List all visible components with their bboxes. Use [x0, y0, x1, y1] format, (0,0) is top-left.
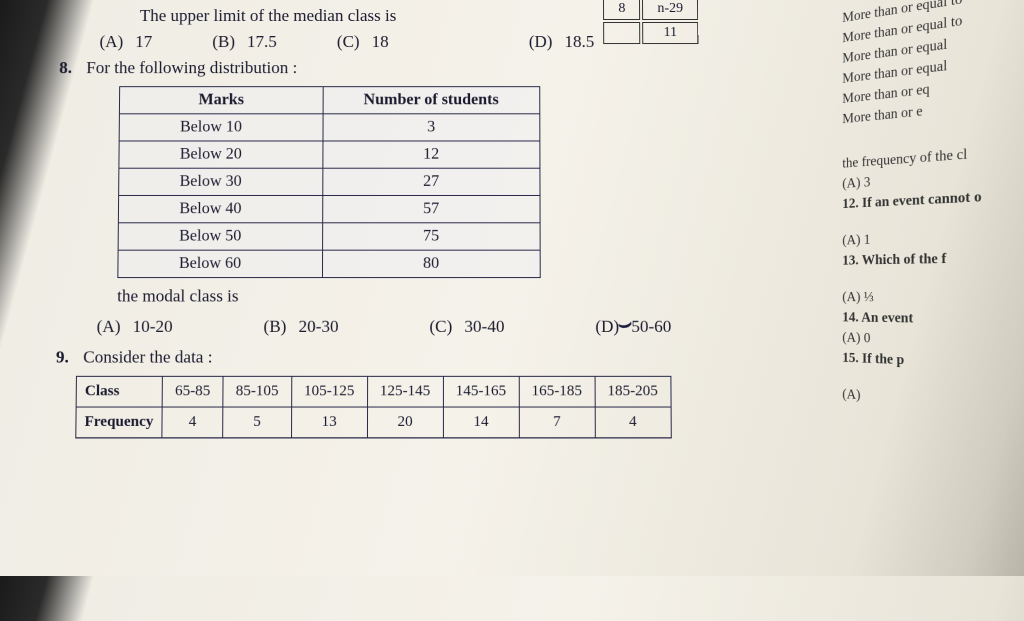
- row-label-class: Class: [76, 376, 162, 407]
- option-a: (A)17: [99, 32, 152, 52]
- option-b: (B)20-30: [263, 317, 338, 337]
- cell: 165-185: [519, 376, 595, 407]
- option-b: (B)17.5: [212, 32, 277, 52]
- cell: 27: [323, 168, 540, 195]
- q9-number: 9.: [56, 347, 69, 366]
- frequency-table: Class 65-85 85-105 105-125 125-145 145-1…: [75, 376, 671, 438]
- q8-line: 8. For the following distribution :: [59, 58, 841, 78]
- cell: n-29: [642, 0, 698, 20]
- option-c: (C)30-40: [429, 317, 504, 337]
- row-label-frequency: Frequency: [76, 407, 162, 438]
- cell: Below 10: [119, 114, 323, 141]
- cell: Below 60: [118, 250, 323, 277]
- cell: 65-85: [162, 376, 223, 407]
- cell: 4: [595, 407, 671, 438]
- cell: [603, 22, 640, 44]
- q8-text: For the following distribution :: [86, 58, 297, 77]
- cell: 4: [162, 407, 223, 438]
- q8-after-text: the modal class is: [117, 286, 843, 306]
- median-question-text: The upper limit of the median class is: [140, 6, 841, 26]
- option-d: (D)⌣50-60: [595, 317, 671, 337]
- cell: Below 20: [119, 141, 323, 168]
- cell: 7: [519, 407, 595, 438]
- text-line: (A) 0: [824, 330, 1024, 352]
- cell: 80: [322, 250, 540, 277]
- cell: Below 40: [118, 195, 322, 222]
- cell: 14: [443, 407, 519, 438]
- distribution-table: Marks Number of students Below 103 Below…: [117, 86, 540, 278]
- q8-options: (A)10-20 (B)20-30 (C)30-40 (D)⌣50-60: [97, 317, 844, 337]
- cell: Below 50: [118, 223, 322, 250]
- option-a: (A)10-20: [97, 317, 173, 337]
- median-options: (A)17 (B)17.5 (C)18 (D)18.5: [99, 32, 840, 52]
- q9-line: 9. Consider the data :: [56, 347, 844, 367]
- cell: 11: [642, 22, 698, 44]
- cell: 57: [322, 195, 539, 222]
- text-line: 14. An event: [824, 310, 1024, 330]
- cell: 5: [223, 407, 292, 438]
- cell: 145-165: [443, 376, 519, 407]
- cell: 20: [367, 407, 443, 438]
- q8-number: 8.: [59, 58, 72, 77]
- cell: 125-145: [367, 376, 443, 407]
- cell: 12: [323, 141, 540, 168]
- cell: 3: [323, 114, 540, 141]
- header-marks: Marks: [119, 87, 323, 114]
- option-d: (D)18.5: [529, 32, 595, 52]
- right-page-fragment: More than or equal to More than or equal…: [824, 0, 1024, 621]
- text-line: (A) ⅓: [824, 290, 1024, 308]
- cell: 185-205: [595, 376, 671, 407]
- partial-top-table: 8n-29 11: [601, 0, 700, 46]
- text-line: (A) 1: [824, 227, 1024, 250]
- cell: 8: [603, 0, 640, 20]
- cell: 75: [322, 223, 539, 250]
- q9-text: Consider the data :: [83, 347, 212, 366]
- option-c: (C)18: [337, 32, 389, 52]
- cell: 85-105: [223, 376, 291, 407]
- text-line: 13. Which of the f: [824, 249, 1024, 270]
- header-students: Number of students: [323, 87, 540, 114]
- cell: Below 30: [119, 168, 323, 195]
- cell: 13: [291, 407, 367, 438]
- cell: 105-125: [291, 376, 367, 407]
